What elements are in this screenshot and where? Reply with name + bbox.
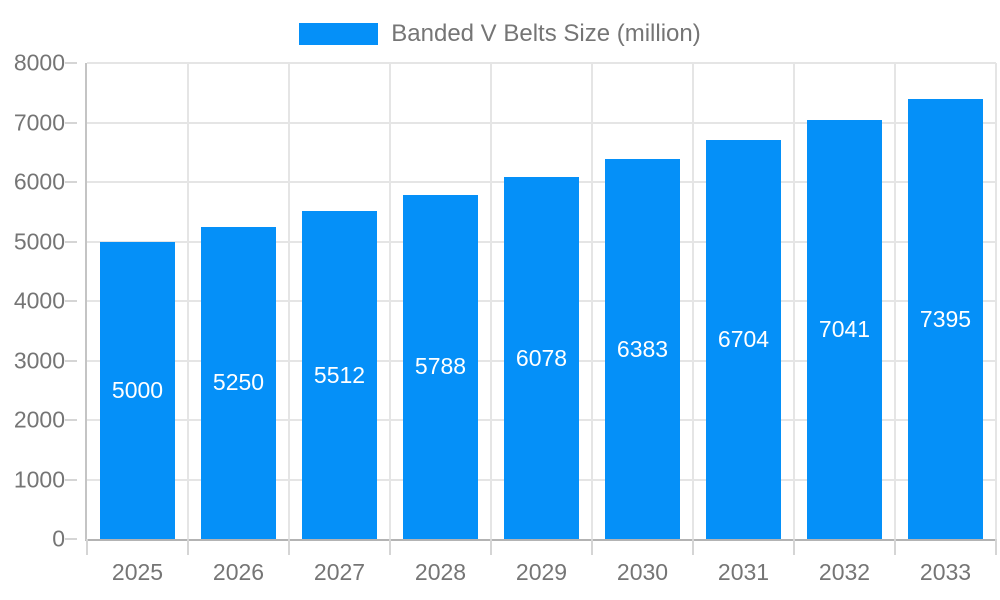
- bar-value-label: 5000: [111, 376, 164, 403]
- bar-2027[interactable]: 5512: [302, 211, 377, 539]
- y-axis-tick: [65, 181, 77, 183]
- x-axis-tick: [691, 539, 694, 555]
- x-axis-tick: [894, 539, 896, 555]
- x-axis-category-label: 2027: [313, 559, 366, 585]
- bar-value-label: 6383: [616, 335, 669, 362]
- bar-2028[interactable]: 5788: [403, 194, 478, 539]
- bar-value-label: 5250: [212, 369, 265, 396]
- gridline-vertical: [490, 63, 492, 539]
- gridline-vertical: [187, 63, 189, 539]
- y-axis-tick: [65, 240, 77, 243]
- gridline-vertical: [388, 63, 391, 539]
- x-axis-category-label: 2025: [111, 559, 164, 585]
- gridline-vertical: [995, 63, 997, 539]
- x-axis-category-label: 2032: [818, 559, 871, 585]
- y-axis-tick: [65, 419, 77, 421]
- bar-2026[interactable]: 5250: [201, 226, 276, 539]
- y-axis-tick-label: 0: [52, 525, 65, 552]
- x-axis-tick: [187, 539, 189, 555]
- legend-label: Banded V Belts Size (million): [391, 20, 701, 47]
- y-axis-tick: [65, 538, 77, 540]
- legend-swatch: [299, 23, 379, 45]
- y-axis-tick-label: 6000: [13, 168, 65, 195]
- y-axis-tick: [65, 121, 77, 124]
- x-axis-tick: [86, 539, 88, 555]
- y-axis-tick-label: 3000: [13, 347, 65, 373]
- x-axis-category-label: 2030: [616, 559, 669, 585]
- x-axis-category-label: 2026: [212, 559, 265, 585]
- bar-value-label: 6078: [515, 344, 568, 371]
- x-axis-tick: [490, 539, 492, 555]
- gridline-vertical: [793, 63, 795, 539]
- y-axis-tick-label: 8000: [13, 49, 65, 76]
- bar-2032[interactable]: 7041: [807, 120, 882, 539]
- x-axis-category-label: 2031: [717, 559, 770, 585]
- y-axis-tick-label: 1000: [13, 466, 65, 492]
- gridline-horizontal: [87, 121, 996, 124]
- bar-2030[interactable]: 6383: [605, 159, 680, 539]
- gridline-vertical: [288, 63, 290, 539]
- bar-2029[interactable]: 6078: [504, 177, 579, 539]
- legend[interactable]: Banded V Belts Size (million): [0, 20, 1000, 48]
- gridline-horizontal: [87, 62, 996, 64]
- bar-value-label: 7395: [919, 305, 972, 332]
- y-axis-tick-label: 7000: [13, 109, 65, 135]
- x-axis-category-label: 2028: [414, 559, 467, 585]
- y-axis-tick-label: 4000: [13, 287, 65, 314]
- x-axis-tick: [793, 539, 795, 555]
- x-axis-tick: [591, 539, 593, 555]
- plot-area: 5000 5250 5512 5788 6078 6383 6704 7041 7395 0 10…: [14, 51, 997, 584]
- x-axis-category-label: 2029: [515, 559, 568, 585]
- y-axis-tick-label: 5000: [13, 228, 65, 254]
- bar-2025[interactable]: 5000: [100, 241, 175, 539]
- x-axis-tick: [288, 539, 290, 555]
- gridline-vertical: [691, 63, 694, 539]
- gridline-vertical: [591, 63, 593, 539]
- y-axis-tick-label: 2000: [13, 406, 65, 433]
- gridline-vertical: [894, 63, 896, 539]
- x-axis-tick: [388, 539, 391, 555]
- bar-value-label: 5512: [313, 361, 366, 388]
- x-axis-category-label: 2033: [919, 559, 972, 585]
- bar-value-label: 5788: [414, 353, 467, 380]
- y-axis-tick: [65, 478, 77, 481]
- bar-2033[interactable]: 7395: [908, 99, 983, 539]
- bar-value-label: 6704: [717, 326, 770, 353]
- y-axis-tick: [65, 300, 77, 302]
- bar-2031[interactable]: 6704: [706, 140, 781, 539]
- y-axis-tick: [65, 62, 77, 64]
- y-axis-tick: [65, 359, 77, 362]
- x-axis-tick: [995, 539, 997, 555]
- bar-value-label: 7041: [818, 316, 871, 343]
